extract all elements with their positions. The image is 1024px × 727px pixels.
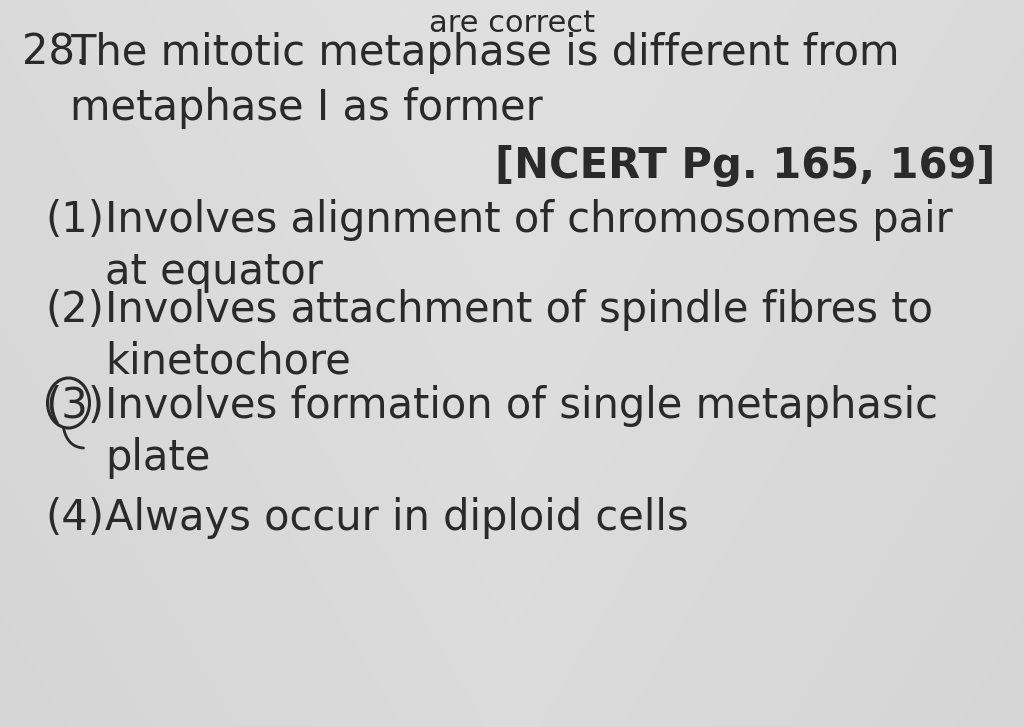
Text: at equator: at equator	[105, 251, 323, 293]
Text: kinetochore: kinetochore	[105, 341, 351, 383]
Text: 28.: 28.	[22, 32, 88, 74]
Text: plate: plate	[105, 437, 210, 479]
Text: (1): (1)	[45, 199, 104, 241]
Text: Involves formation of single metaphasic: Involves formation of single metaphasic	[105, 385, 938, 427]
Text: Involves attachment of spindle fibres to: Involves attachment of spindle fibres to	[105, 289, 933, 331]
Text: Always occur in diploid cells: Always occur in diploid cells	[105, 497, 688, 539]
Text: metaphase I as former: metaphase I as former	[70, 87, 543, 129]
Text: [NCERT Pg. 165, 169]: [NCERT Pg. 165, 169]	[495, 145, 995, 187]
Text: are correct: are correct	[429, 9, 595, 38]
Text: (2): (2)	[45, 289, 103, 331]
Text: (4): (4)	[45, 497, 104, 539]
Text: The mitotic metaphase is different from: The mitotic metaphase is different from	[70, 32, 899, 74]
Text: Involves alignment of chromosomes pair: Involves alignment of chromosomes pair	[105, 199, 952, 241]
Text: (3): (3)	[45, 385, 104, 427]
